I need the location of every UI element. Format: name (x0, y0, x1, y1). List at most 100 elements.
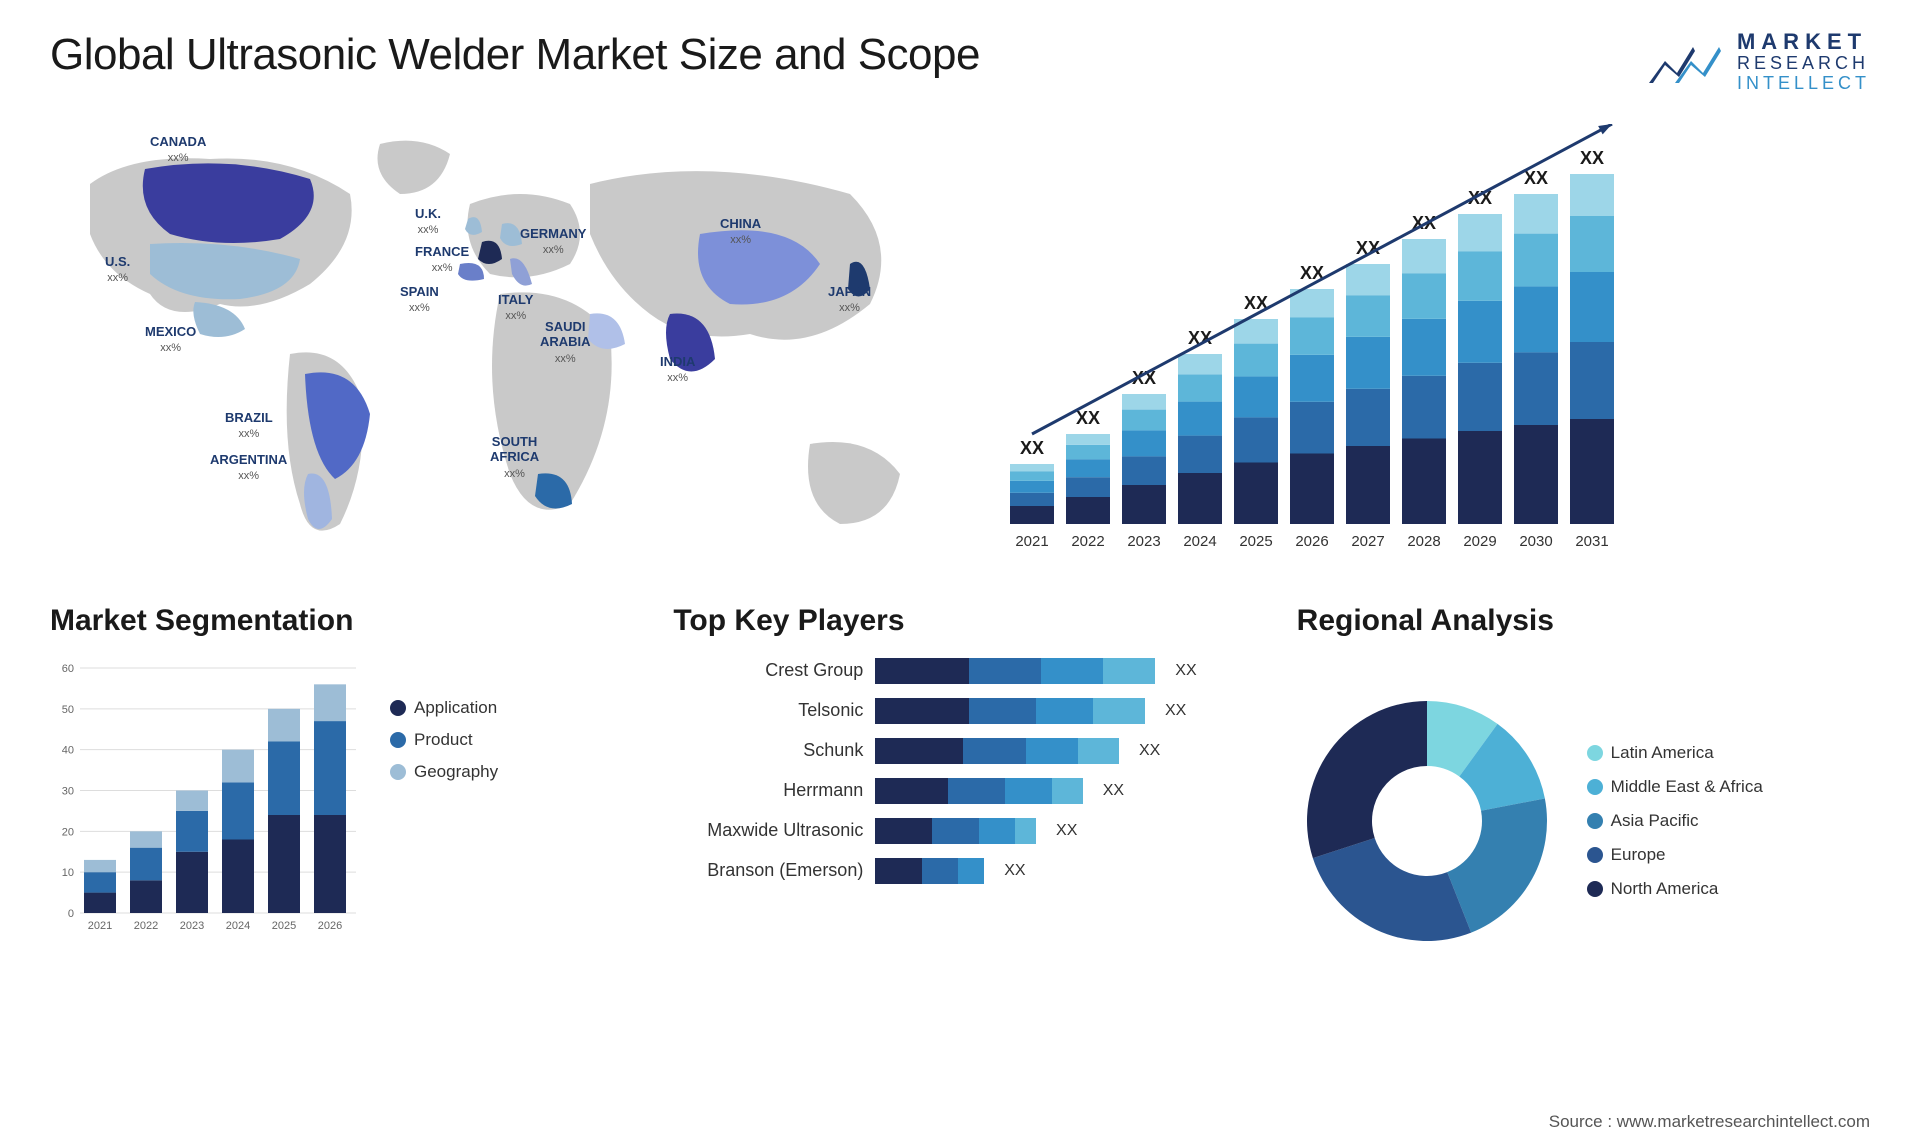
map-label-canada: CANADAxx% (150, 134, 206, 166)
map-label-u.k.: U.K.xx% (415, 206, 441, 238)
regional-panel: Regional Analysis Latin America Middle Ea… (1297, 604, 1870, 984)
key-player-name: Herrmann (673, 780, 863, 801)
svg-text:2023: 2023 (1127, 533, 1160, 550)
svg-text:40: 40 (62, 744, 74, 756)
svg-text:0: 0 (68, 908, 74, 920)
map-label-argentina: ARGENTINAxx% (210, 452, 287, 484)
key-player-bar (875, 858, 984, 884)
svg-text:50: 50 (62, 704, 74, 716)
svg-text:2023: 2023 (180, 920, 204, 932)
segmentation-title: Market Segmentation (50, 604, 623, 638)
segmentation-panel: Market Segmentation 0 10 20 30 40 50 60 2021 202… (50, 604, 623, 984)
regional-legend-item: Asia Pacific (1587, 811, 1763, 831)
svg-text:2021: 2021 (88, 920, 112, 932)
key-player-name: Branson (Emerson) (673, 860, 863, 881)
logo-text: MARKET RESEARCH INTELLECT (1737, 30, 1870, 94)
regional-legend-item: Latin America (1587, 743, 1763, 763)
svg-text:2030: 2030 (1519, 533, 1552, 550)
svg-text:2022: 2022 (134, 920, 158, 932)
growth-chart-svg: XX2021XX2022XX2023XX2024XX2025XX2026XX20… (990, 124, 1750, 564)
seg-legend-product: Product (390, 730, 498, 750)
map-label-saudi-arabia: SAUDIARABIAxx% (540, 319, 591, 366)
map-label-south-africa: SOUTHAFRICAxx% (490, 434, 539, 481)
key-player-row: Schunk XX (673, 738, 1246, 764)
key-player-bar (875, 818, 1036, 844)
segmentation-chart-svg: 0 10 20 30 40 50 60 2021 2022 2023 2024 2025 2026 (50, 658, 370, 938)
logo-line3: INTELLECT (1737, 74, 1870, 94)
regional-legend: Latin America Middle East & Africa Asia Pa… (1587, 743, 1763, 899)
key-player-value: XX (1165, 702, 1186, 720)
key-player-row: Branson (Emerson) XX (673, 858, 1246, 884)
growth-bar-chart: XX2021XX2022XX2023XX2024XX2025XX2026XX20… (990, 124, 1870, 564)
key-player-value: XX (1004, 862, 1025, 880)
svg-text:2029: 2029 (1463, 533, 1496, 550)
map-label-japan: JAPANxx% (828, 284, 871, 316)
map-label-france: FRANCExx% (415, 244, 469, 276)
key-players-body: Crest Group XX Telsonic XX Schunk XX Herrmann X… (673, 658, 1246, 984)
key-player-row: Herrmann XX (673, 778, 1246, 804)
svg-text:30: 30 (62, 785, 74, 797)
logo-line1: MARKET (1737, 30, 1870, 54)
svg-text:XX: XX (1580, 148, 1604, 168)
key-player-name: Telsonic (673, 700, 863, 721)
key-player-name: Crest Group (673, 660, 863, 681)
key-players-panel: Top Key Players Crest GroupXXTelsonicXXS… (673, 604, 1246, 984)
seg-legend-application: Application (390, 698, 498, 718)
svg-text:2022: 2022 (1071, 533, 1104, 550)
segmentation-legend: Application Product Geography (390, 658, 498, 984)
map-label-china: CHINAxx% (720, 216, 761, 248)
logo-line2: RESEARCH (1737, 54, 1870, 74)
svg-text:60: 60 (62, 663, 74, 675)
key-player-row: Crest Group XX (673, 658, 1246, 684)
svg-text:XX: XX (1076, 408, 1100, 428)
key-player-bar (875, 658, 1155, 684)
key-player-value: XX (1056, 822, 1077, 840)
svg-text:10: 10 (62, 867, 74, 879)
svg-text:20: 20 (62, 826, 74, 838)
map-label-italy: ITALYxx% (498, 292, 533, 324)
regional-donut-svg (1297, 691, 1557, 951)
map-label-india: INDIAxx% (660, 354, 695, 386)
svg-text:2024: 2024 (1183, 533, 1216, 550)
map-label-germany: GERMANYxx% (520, 226, 586, 258)
page-title: Global Ultrasonic Welder Market Size and… (50, 30, 980, 80)
svg-text:2028: 2028 (1407, 533, 1440, 550)
svg-text:2021: 2021 (1015, 533, 1048, 550)
svg-text:2026: 2026 (318, 920, 342, 932)
regional-legend-item: Europe (1587, 845, 1763, 865)
key-player-bar (875, 698, 1145, 724)
key-player-value: XX (1139, 742, 1160, 760)
bottom-row: Market Segmentation 0 10 20 30 40 50 60 2021 202… (50, 604, 1870, 984)
svg-text:2025: 2025 (272, 920, 296, 932)
map-label-u.s.: U.S.xx% (105, 254, 130, 286)
svg-text:XX: XX (1020, 438, 1044, 458)
seg-legend-geography: Geography (390, 762, 498, 782)
header: Global Ultrasonic Welder Market Size and… (50, 30, 1870, 94)
logo-icon (1647, 33, 1725, 91)
key-player-bar (875, 778, 1082, 804)
map-label-spain: SPAINxx% (400, 284, 439, 316)
key-player-value: XX (1175, 662, 1196, 680)
svg-text:XX: XX (1524, 168, 1548, 188)
map-label-mexico: MEXICOxx% (145, 324, 196, 356)
svg-text:2024: 2024 (226, 920, 250, 932)
regional-title: Regional Analysis (1297, 604, 1870, 638)
key-player-bar (875, 738, 1119, 764)
top-row: CANADAxx% U.S.xx% MEXICOxx% BRAZILxx% ARGENT… (50, 124, 1870, 564)
svg-text:2031: 2031 (1575, 533, 1608, 550)
svg-text:2027: 2027 (1351, 533, 1384, 550)
regional-legend-item: Middle East & Africa (1587, 777, 1763, 797)
key-player-value: XX (1103, 782, 1124, 800)
svg-text:2026: 2026 (1295, 533, 1328, 550)
key-player-row: Telsonic XX (673, 698, 1246, 724)
regional-legend-item: North America (1587, 879, 1763, 899)
source-footer: Source : www.marketresearchintellect.com (1549, 1112, 1870, 1132)
map-label-brazil: BRAZILxx% (225, 410, 273, 442)
key-player-name: Schunk (673, 740, 863, 761)
svg-text:2025: 2025 (1239, 533, 1272, 550)
key-player-row: Maxwide Ultrasonic XX (673, 818, 1246, 844)
key-players-title: Top Key Players (673, 604, 1246, 638)
logo: MARKET RESEARCH INTELLECT (1647, 30, 1870, 94)
world-map-panel: CANADAxx% U.S.xx% MEXICOxx% BRAZILxx% ARGENT… (50, 124, 950, 564)
key-player-name: Maxwide Ultrasonic (673, 820, 863, 841)
